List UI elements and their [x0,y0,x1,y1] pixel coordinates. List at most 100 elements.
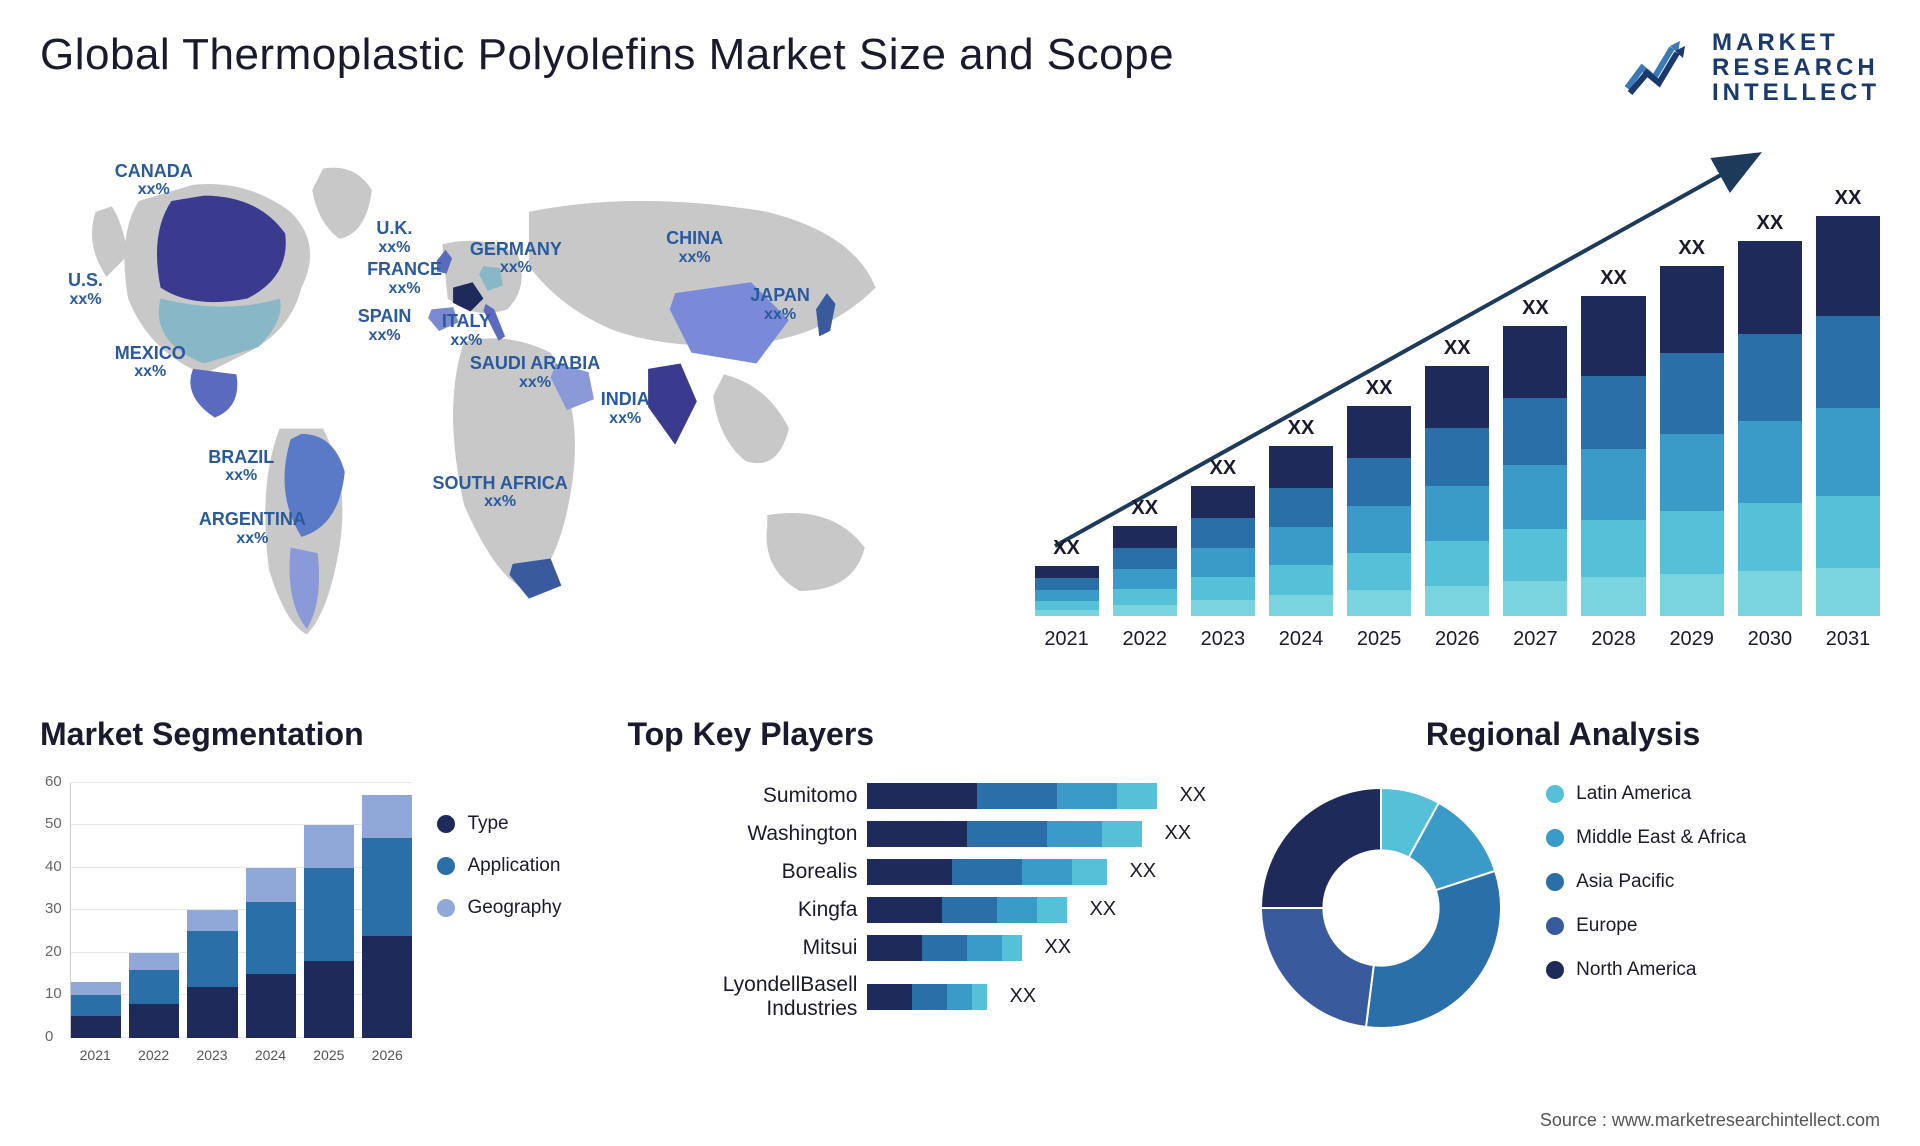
seg-year-label: 2025 [304,1047,354,1063]
legend-label: Europe [1576,915,1637,937]
seg-year-label: 2023 [187,1047,237,1063]
player-name: Borealis [627,860,857,884]
growth-year-label: 2027 [1503,628,1567,651]
player-row: WashingtonXX [627,821,1206,847]
legend-label: Type [467,813,508,835]
legend-swatch [1546,873,1564,891]
legend-label: Asia Pacific [1576,871,1674,893]
player-value: XX [1129,860,1156,883]
map-label-china: CHINAxx% [666,229,723,266]
map-label-u.s.: U.S.xx% [68,271,103,308]
player-bar [867,935,1022,961]
page-title: Global Thermoplastic Polyolefins Market … [40,30,1174,80]
player-value: XX [1179,784,1206,807]
seg-year-label: 2021 [70,1047,120,1063]
map-label-mexico: MEXICOxx% [115,344,186,381]
player-row: Sumitomo XX [627,783,1206,809]
region-legend-item: Asia Pacific [1546,871,1880,893]
growth-bar-label: XX [1522,297,1549,320]
player-value: XX [1164,822,1191,845]
region-legend-item: Europe [1546,915,1880,937]
legend-swatch [1546,961,1564,979]
logo-text: MARKET RESEARCH INTELLECT [1712,30,1880,106]
donut-slice-north-america [1261,788,1381,908]
growth-bar-label: XX [1366,377,1393,400]
donut-chart [1246,773,1516,1048]
player-value: XX [1009,985,1036,1008]
growth-year-label: 2029 [1660,628,1724,651]
growth-bar-2027: XX [1503,297,1567,616]
map-label-saudi-arabia: SAUDI ARABIAxx% [470,354,600,391]
growth-bar-2026: XX [1425,337,1489,616]
growth-bar-label: XX [1288,417,1315,440]
player-name: Mitsui [627,936,857,960]
seg-ytick: 60 [45,773,62,790]
map-label-india: INDIAxx% [601,390,650,427]
map-label-spain: SPAINxx% [358,307,412,344]
regional-panel: Regional Analysis Latin AmericaMiddle Ea… [1246,716,1880,1096]
donut-slice-europe [1261,908,1374,1027]
player-row: LyondellBasell Industries XX [627,973,1206,1021]
growth-year-label: 2026 [1425,628,1489,651]
logo-line2: RESEARCH [1712,55,1880,80]
map-label-south-africa: SOUTH AFRICAxx% [432,474,567,511]
growth-bar-2025: XX [1347,377,1411,616]
growth-chart: XXXXXXXXXXXXXXXXXXXXXX 20212022202320242… [1035,136,1881,656]
legend-label: North America [1576,959,1696,981]
seg-bar-2022 [129,953,179,1038]
player-bar [867,984,987,1010]
players-panel: Top Key Players SumitomoXXWashingtonXXBo… [627,716,1206,1096]
seg-year-label: 2024 [245,1047,295,1063]
growth-bar-2031: XX [1816,187,1880,616]
player-bar [867,783,1157,809]
seg-ytick: 0 [45,1028,53,1045]
growth-bar-2021: XX [1035,537,1099,616]
map-label-france: FRANCExx% [367,260,442,297]
logo-line3: INTELLECT [1712,80,1880,105]
legend-swatch [1546,829,1564,847]
legend-label: Latin America [1576,783,1691,805]
seg-ytick: 10 [45,985,62,1002]
player-name: Sumitomo [627,784,857,808]
growth-bar-label: XX [1756,212,1783,235]
map-label-italy: ITALYxx% [442,312,491,349]
world-map-panel: CANADAxx%U.S.xx%MEXICOxx%BRAZILxx%ARGENT… [40,136,975,656]
growth-bar-2022: XX [1113,497,1177,616]
player-bar [867,821,1142,847]
logo-line1: MARKET [1712,30,1880,55]
segmentation-chart: 0102030405060 202120222023202420252026 [40,773,412,1063]
regional-legend: Latin America Middle East & Africa Asia Pa… [1546,773,1880,1048]
player-name: LyondellBasell Industries [627,973,857,1021]
world-map [40,136,975,656]
legend-label: Application [467,855,560,877]
segmentation-legend: TypeApplicationGeography [437,773,587,1063]
seg-bar-2025 [304,825,354,1038]
header: Global Thermoplastic Polyolefins Market … [40,30,1880,106]
legend-label: Middle East & Africa [1576,827,1746,849]
players-title: Top Key Players [627,716,1206,753]
seg-legend-item: Type [437,813,587,835]
segmentation-panel: Market Segmentation 0102030405060 202120… [40,716,587,1096]
growth-bar-label: XX [1444,337,1471,360]
growth-year-label: 2031 [1816,628,1880,651]
growth-year-label: 2025 [1347,628,1411,651]
bottom-row: Market Segmentation 0102030405060 202120… [40,716,1880,1096]
logo-icon [1622,33,1702,103]
growth-year-label: 2022 [1113,628,1177,651]
region-legend-item: Middle East & Africa [1546,827,1880,849]
seg-bar-2026 [362,795,412,1037]
growth-bar-label: XX [1131,497,1158,520]
growth-bar-2024: XX [1269,417,1333,616]
player-bar [867,897,1067,923]
seg-year-label: 2022 [128,1047,178,1063]
seg-ytick: 30 [45,900,62,917]
growth-year-label: 2028 [1581,628,1645,651]
legend-swatch [1546,785,1564,803]
seg-bar-2023 [187,910,237,1038]
region-legend-item: Latin America [1546,783,1880,805]
growth-bar-label: XX [1678,237,1705,260]
map-label-argentina: ARGENTINAxx% [199,510,306,547]
map-label-germany: GERMANYxx% [470,240,562,277]
legend-swatch [437,815,455,833]
growth-bar-2028: XX [1581,267,1645,616]
